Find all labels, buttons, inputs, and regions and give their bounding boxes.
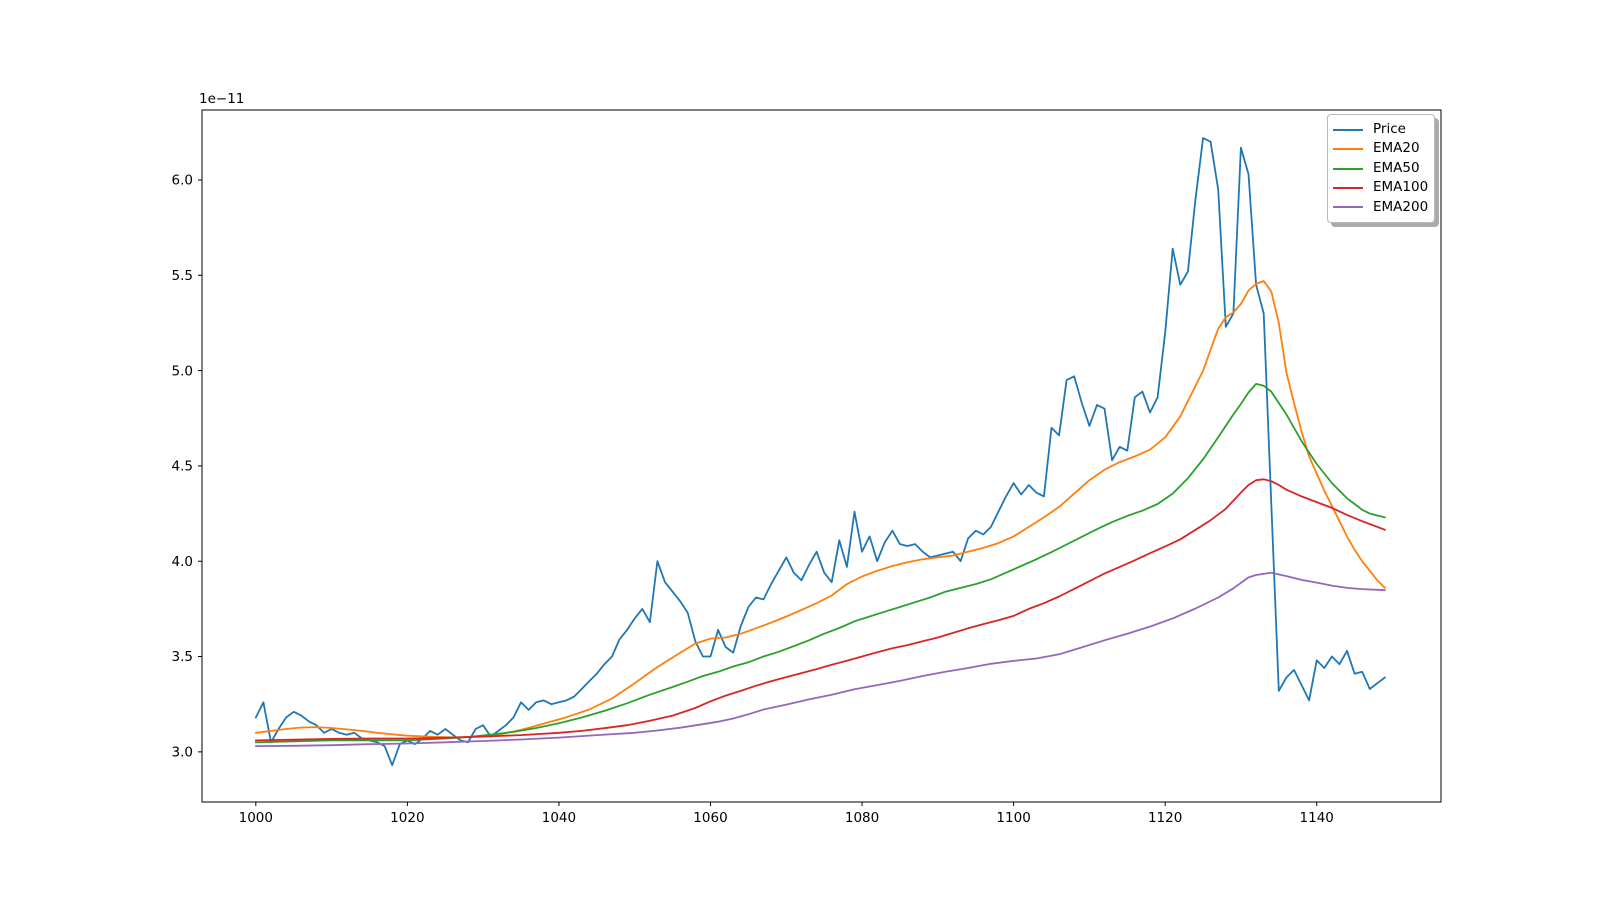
legend-item-ema200: EMA200 [1333,198,1428,217]
ema50-line [254,382,1386,744]
legend-label-ema200: EMA200 [1373,198,1429,215]
ema100-line [254,478,1386,742]
y-tick-label: 4.5 [172,459,193,475]
x-tick-label: 1140 [1300,810,1334,826]
legend-label-ema50: EMA50 [1373,159,1420,176]
legend-line-sample-ema50 [1333,167,1363,170]
x-tick-label: 1000 [239,810,273,826]
y-tick-label: 3.0 [172,745,193,761]
legend-item-ema100: EMA100 [1333,178,1428,197]
y-axis-offset-label: 1e−11 [199,91,244,107]
legend-item-price: Price [1333,120,1428,139]
axes-layer: 1000 1020 1040 1060 1080 1100 1120 1140 3.0 3.5 4.… [172,109,1442,826]
y-tick-label: 6.0 [172,173,193,189]
legend-line-sample-price [1333,128,1363,131]
y-tick-label: 5.0 [172,363,193,379]
x-tick-label: 1040 [542,810,576,826]
legend-line-sample-ema100 [1333,186,1363,189]
legend-item-ema50: EMA50 [1333,159,1428,178]
y-tick-label: 4.0 [172,554,193,570]
x-tick-label: 1120 [1148,810,1182,826]
legend-label-ema20: EMA20 [1373,140,1420,157]
legend: Price EMA20 EMA50 EMA100 EMA200 [1327,114,1435,223]
x-tick-label: 1080 [845,810,879,826]
y-tick-label: 5.5 [172,268,193,284]
legend-label-ema100: EMA100 [1373,179,1429,196]
ema200-line [254,571,1386,747]
price-line [254,137,1386,767]
legend-item-ema20: EMA20 [1333,139,1428,158]
x-tick-label: 1060 [693,810,727,826]
legend-line-sample-ema20 [1333,148,1363,151]
plot-border [201,109,1442,803]
legend-label-price: Price [1373,120,1406,137]
legend-line-sample-ema200 [1333,206,1363,209]
y-tick-label: 3.5 [172,649,193,665]
series-layer [254,137,1386,767]
x-tick-label: 1100 [996,810,1030,826]
x-tick-label: 1020 [390,810,424,826]
